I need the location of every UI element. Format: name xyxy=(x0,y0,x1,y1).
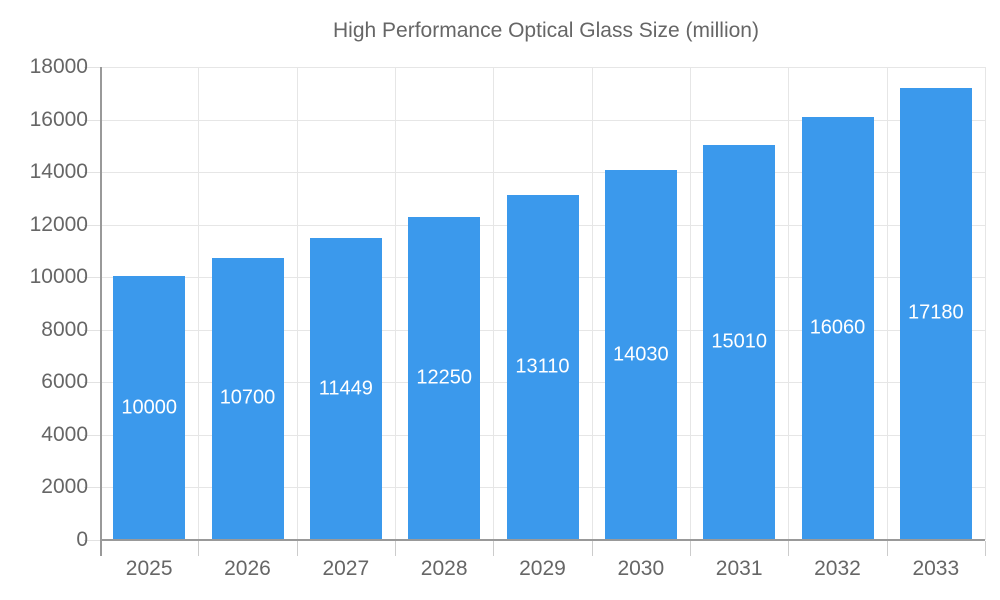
y-axis-line xyxy=(100,67,102,556)
bar-value-label: 16060 xyxy=(809,316,866,339)
y-axis-tick xyxy=(84,434,100,436)
y-axis-tick-label: 2000 xyxy=(41,475,88,499)
gridline-vertical xyxy=(886,67,888,540)
gridline-vertical xyxy=(198,67,200,540)
y-axis-tick xyxy=(84,277,100,279)
bar-2033[interactable]: 17180 xyxy=(899,87,972,539)
y-axis-tick-label: 18000 xyxy=(29,55,88,78)
y-axis-tick-label: 10000 xyxy=(29,265,88,289)
bar-value-label: 10700 xyxy=(219,386,276,409)
bar-value-label: 13110 xyxy=(515,355,570,378)
y-axis-tick-label: 0 xyxy=(76,528,88,551)
y-axis-tick xyxy=(84,119,100,121)
gridline-horizontal xyxy=(100,119,985,121)
y-axis-tick xyxy=(84,67,100,68)
y-axis-tick-label: 14000 xyxy=(29,160,88,184)
bar-2028[interactable]: 12250 xyxy=(408,217,481,539)
legend-label: High Performance Optical Glass Size (mil… xyxy=(333,19,759,42)
x-axis-tick-label: 2025 xyxy=(125,557,173,580)
plot-area: 10000 10700 11449 12250 13110 14030 15010 16060… xyxy=(84,67,986,556)
x-axis-tick-label: 2030 xyxy=(617,557,665,580)
bar-value-label: 11449 xyxy=(318,377,373,400)
gridline-horizontal xyxy=(100,172,985,174)
gridline-vertical xyxy=(985,67,986,540)
bar-2026[interactable]: 10700 xyxy=(211,257,284,539)
y-axis-tick-label: 4000 xyxy=(41,422,88,446)
x-axis-tick xyxy=(886,541,888,556)
y-axis-tick xyxy=(84,540,100,541)
gridline-vertical xyxy=(788,67,790,540)
x-axis-tick xyxy=(493,541,495,556)
x-axis-tick xyxy=(985,541,986,556)
x-axis-tick xyxy=(198,541,200,556)
x-axis-tick xyxy=(296,541,298,556)
y-axis-tick-label: 16000 xyxy=(29,107,88,131)
bar-2030[interactable]: 14030 xyxy=(604,170,677,539)
gridline-vertical xyxy=(591,67,593,540)
x-axis-line xyxy=(100,539,985,541)
y-axis-tick xyxy=(84,172,100,174)
gridline-vertical xyxy=(690,67,691,540)
x-axis-tick-label: 2026 xyxy=(224,557,271,580)
y-axis-tick xyxy=(84,224,100,226)
bar-2029[interactable]: 13110 xyxy=(506,194,579,539)
x-axis-tick xyxy=(788,541,790,556)
y-axis-tick xyxy=(84,329,100,331)
y-axis-tick xyxy=(84,382,100,384)
bar-value-label: 10000 xyxy=(121,396,177,419)
x-axis-tick-label: 2029 xyxy=(519,557,566,580)
y-axis-tick-label: 12000 xyxy=(29,212,88,236)
x-axis-tick-label: 2033 xyxy=(912,557,960,580)
bar-2027[interactable]: 11449 xyxy=(309,238,382,539)
gridline-horizontal xyxy=(100,67,985,68)
bar-value-label: 15010 xyxy=(711,330,767,353)
gridline-vertical xyxy=(493,67,495,540)
legend-swatch xyxy=(241,20,322,42)
x-axis-tick-label: 2031 xyxy=(715,557,763,580)
bar-2031[interactable]: 15010 xyxy=(703,144,776,539)
bar-2032[interactable]: 16060 xyxy=(801,116,874,539)
x-axis-tick xyxy=(395,541,396,556)
bar-value-label: 12250 xyxy=(416,366,472,389)
x-axis-tick-label: 2032 xyxy=(814,557,861,580)
y-axis-tick-label: 6000 xyxy=(41,370,88,394)
x-axis-tick xyxy=(690,541,691,556)
bar-value-label: 14030 xyxy=(613,343,669,366)
y-axis-tick-label: 8000 xyxy=(41,317,88,341)
bar-2025[interactable]: 10000 xyxy=(113,276,186,539)
x-axis-tick-label: 2027 xyxy=(322,557,370,580)
gridline-vertical xyxy=(296,67,298,540)
x-axis-tick xyxy=(591,541,593,556)
y-axis-tick xyxy=(84,487,100,489)
legend-item[interactable]: High Performance Optical Glass Size (mil… xyxy=(0,19,1000,43)
x-axis-tick-label: 2028 xyxy=(420,557,468,580)
bar-value-label: 17180 xyxy=(908,301,964,324)
gridline-vertical xyxy=(395,67,396,540)
